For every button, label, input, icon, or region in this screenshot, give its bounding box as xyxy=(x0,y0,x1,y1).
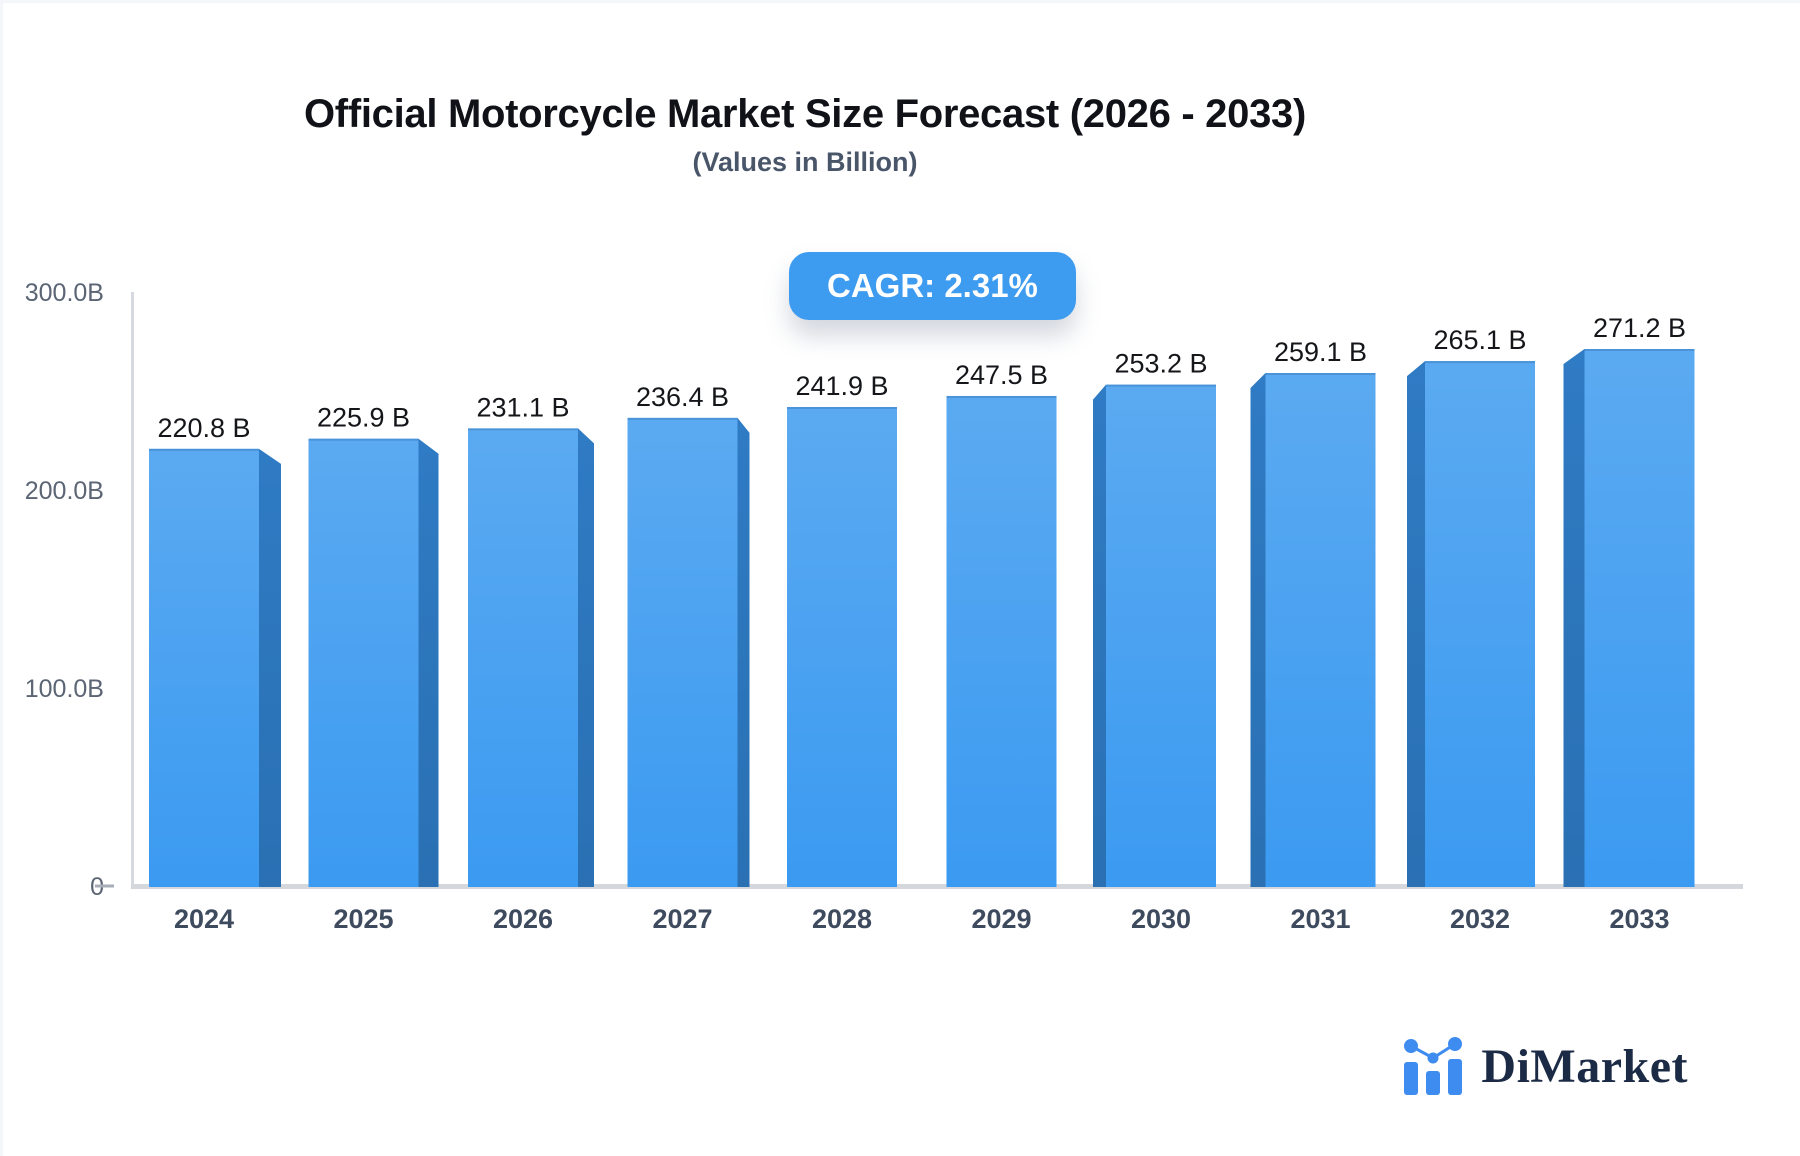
bar-side-face xyxy=(1093,384,1106,887)
bar-value-label: 259.1 B xyxy=(1274,337,1367,367)
x-axis-label: 2029 xyxy=(971,904,1031,934)
mini-bar-chart-with-trendline-icon xyxy=(1404,1037,1463,1095)
bar-side-face xyxy=(1407,361,1425,887)
bar-side-face xyxy=(259,448,281,887)
bar-main-face xyxy=(946,395,1057,887)
bar-2027 xyxy=(627,417,750,887)
bar-value-label: 271.2 B xyxy=(1593,313,1686,343)
bar-value-label: 225.9 B xyxy=(317,403,410,433)
bar-2029 xyxy=(946,395,1057,887)
labels-layer: 220.8 B 2024 225.9 B 2025 231.1 B 2026 236.4 B… xyxy=(157,313,1686,934)
bar-main-face xyxy=(1106,384,1216,887)
x-axis-label: 2030 xyxy=(1131,904,1191,934)
bar-main-face xyxy=(149,448,259,887)
bar-main-face xyxy=(1584,349,1695,887)
bar-2025 xyxy=(308,438,439,887)
x-axis-label: 2024 xyxy=(174,904,234,934)
bar-value-label: 231.1 B xyxy=(476,392,569,422)
bar-main-face xyxy=(1265,372,1376,887)
bar-2031 xyxy=(1250,372,1376,887)
chart-subtitle: (Values in Billion) xyxy=(692,147,918,177)
bar-2030 xyxy=(1093,384,1216,887)
bar-side-face xyxy=(737,417,750,887)
bar-main-face xyxy=(1425,361,1535,887)
bar-main-face xyxy=(787,407,897,887)
bar-main-face xyxy=(468,428,578,887)
bar-main-face xyxy=(308,438,419,887)
x-axis-label: 2033 xyxy=(1609,904,1669,934)
bar-value-label: 247.5 B xyxy=(955,360,1048,390)
x-axis-baseline xyxy=(131,884,1743,889)
bar-value-label: 220.8 B xyxy=(157,413,250,443)
dimarket-logo: DiMarket xyxy=(1402,1034,1688,1096)
x-axis-label: 2025 xyxy=(333,904,393,934)
bar-side-face xyxy=(1250,372,1266,887)
x-axis-label: 2031 xyxy=(1290,904,1350,934)
bar-value-label: 241.9 B xyxy=(795,371,888,401)
brand-name: DiMarket xyxy=(1481,1040,1688,1093)
x-axis-label: 2027 xyxy=(652,904,712,934)
bar-2033 xyxy=(1563,349,1695,887)
bar-side-face xyxy=(418,438,439,887)
y-axis-tick-label: 100.0B xyxy=(25,675,104,703)
bar-value-label: 265.1 B xyxy=(1433,325,1526,355)
bar-2026 xyxy=(468,428,594,887)
bar-main-face xyxy=(627,417,738,887)
y-axis-tick-label: 300.0B xyxy=(25,279,104,307)
bars-layer xyxy=(149,349,1695,887)
bar-side-face xyxy=(1563,349,1585,887)
bar-value-label: 236.4 B xyxy=(636,382,729,412)
bar-2032 xyxy=(1407,361,1535,887)
y-axis-tick-label: 200.0B xyxy=(25,477,104,505)
bar-value-label: 253.2 B xyxy=(1114,349,1207,379)
bar-2028 xyxy=(787,407,897,887)
x-axis-label: 2032 xyxy=(1450,904,1510,934)
bar-2024 xyxy=(149,448,281,887)
x-axis-label: 2026 xyxy=(493,904,553,934)
chart-title: Official Motorcycle Market Size Forecast… xyxy=(303,92,1306,136)
x-axis-label: 2028 xyxy=(812,904,872,934)
cagr-badge: CAGR: 2.31% xyxy=(789,252,1076,320)
bar-side-face xyxy=(578,428,594,887)
